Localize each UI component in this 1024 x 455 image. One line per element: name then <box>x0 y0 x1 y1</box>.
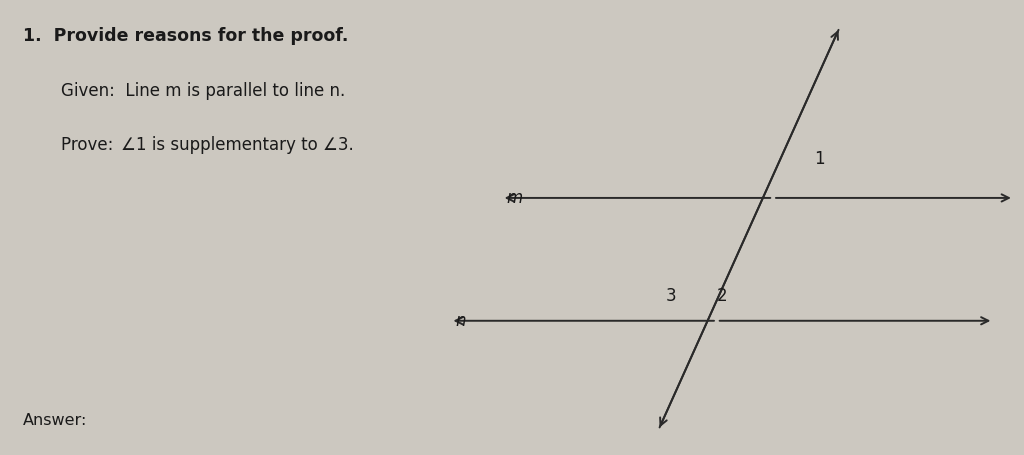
Text: m: m <box>506 189 522 207</box>
Text: n: n <box>456 312 466 330</box>
Text: 2: 2 <box>717 287 727 305</box>
Text: ∠1 is supplementary to ∠3.: ∠1 is supplementary to ∠3. <box>121 136 353 155</box>
Text: Prove:: Prove: <box>61 136 124 155</box>
Text: Given:  Line m is parallel to line n.: Given: Line m is parallel to line n. <box>61 82 346 100</box>
Text: 1.  Provide reasons for the proof.: 1. Provide reasons for the proof. <box>23 27 348 46</box>
Text: 1: 1 <box>814 150 824 168</box>
Text: Answer:: Answer: <box>23 413 87 428</box>
Text: 3: 3 <box>666 287 676 305</box>
